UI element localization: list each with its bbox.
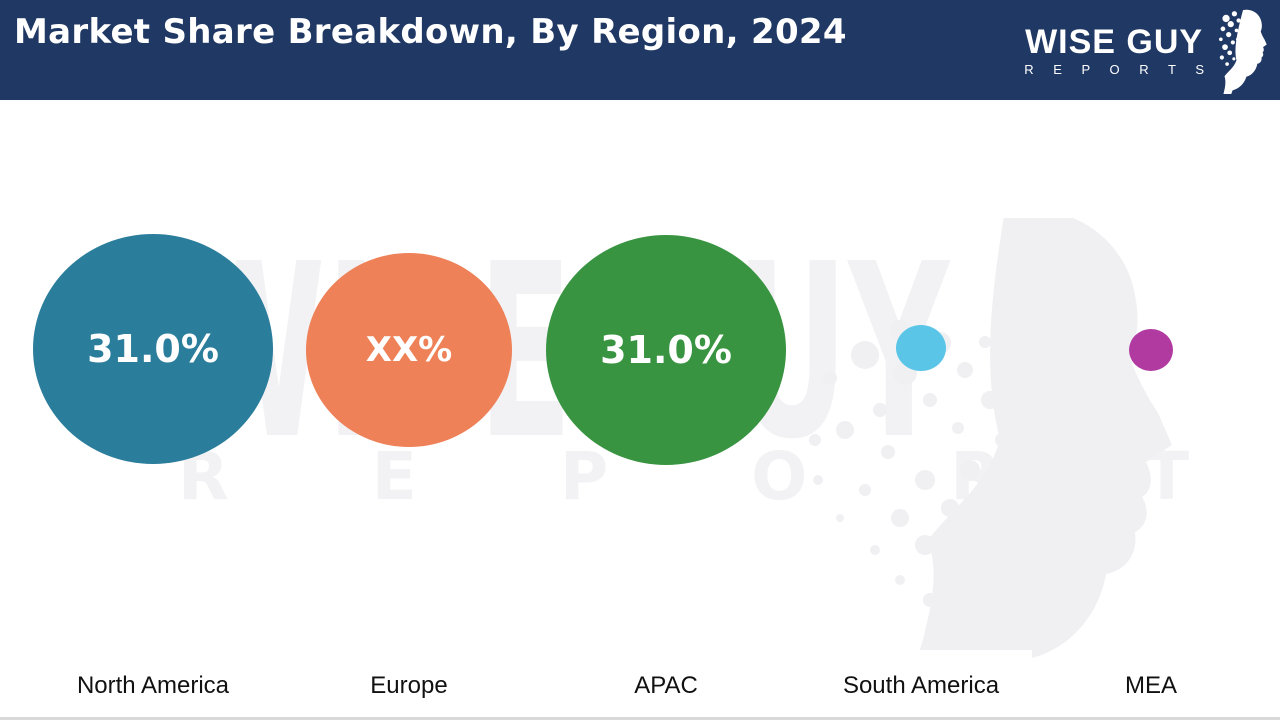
brand-name: WISE GUY: [1025, 22, 1204, 61]
brand-subtitle: R E P O R T S: [1024, 62, 1212, 78]
bottom-border: [0, 717, 1280, 720]
brand-logo: WISE GUY R E P O R T S: [1016, 8, 1272, 94]
bubble-south-america: [896, 325, 946, 371]
bubble-value-north-america: 31.0%: [87, 327, 219, 371]
region-label-apac: APAC: [634, 672, 698, 699]
region-label-europe: Europe: [370, 672, 448, 699]
region-label-north-america: North America: [76, 672, 230, 699]
bubble-apac: 31.0%: [546, 235, 786, 465]
region-label-mea: MEA: [1124, 672, 1177, 699]
brand-head-icon: [1219, 9, 1267, 94]
bubble-value-apac: 31.0%: [600, 328, 732, 372]
bubble-chart: 31.0% North America XX% Europe 31.0% APAC Sout…: [0, 100, 1280, 720]
region-label-south-america: South America: [842, 672, 1000, 699]
bubble-north-america: 31.0%: [33, 234, 273, 464]
brand-logo-text: WISE GUY R E P O R T S: [1016, 22, 1212, 78]
page-title: Market Share Breakdown, By Region, 2024: [14, 12, 847, 52]
bubble-europe: XX%: [306, 253, 512, 447]
watermark-head-icon: [809, 218, 1172, 658]
chart-canvas: WISE GUY R E P O R T S 31.0%North Americ…: [0, 100, 1280, 720]
bubble-mea: [1129, 329, 1173, 371]
header-bar: Market Share Breakdown, By Region, 2024 …: [0, 0, 1280, 100]
bubble-value-europe: XX%: [365, 330, 453, 370]
